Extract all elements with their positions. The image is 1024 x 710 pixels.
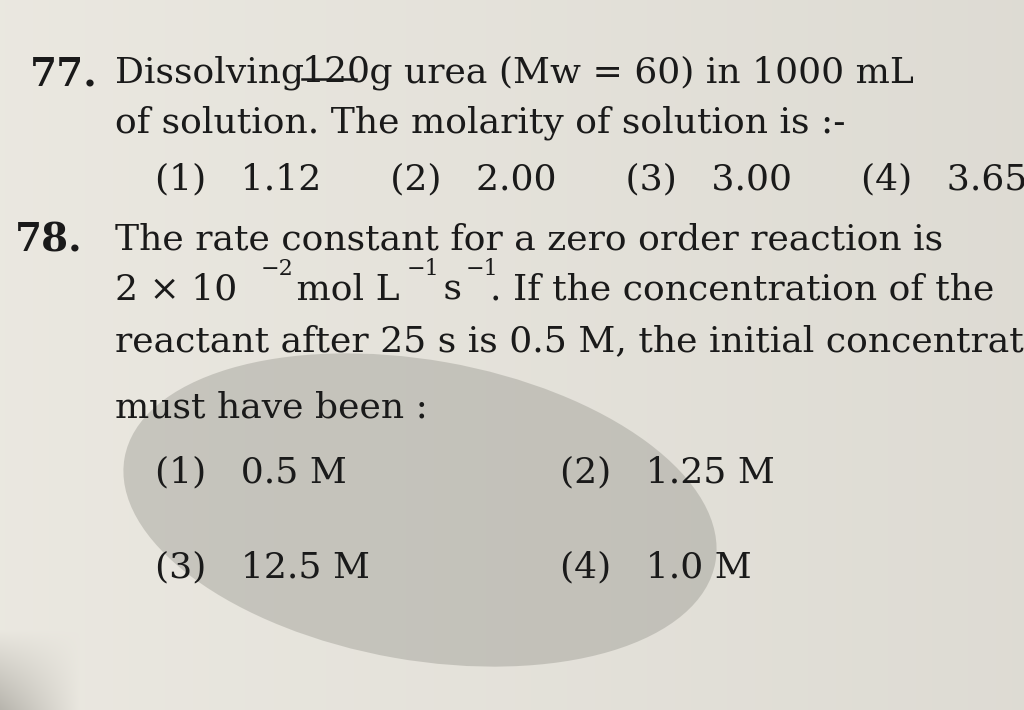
Text: (3)   12.5 M: (3) 12.5 M [155, 550, 370, 584]
Text: 2 × 10: 2 × 10 [115, 272, 238, 306]
Text: must have been :: must have been : [115, 390, 428, 424]
Text: 77.: 77. [30, 55, 97, 93]
Text: Dissolving: Dissolving [115, 55, 315, 89]
Text: s: s [432, 272, 462, 306]
Text: 120: 120 [302, 55, 371, 89]
Text: g urea (Mw = 60) in 1000 mL: g urea (Mw = 60) in 1000 mL [358, 55, 913, 89]
Text: . If the concentration of the: . If the concentration of the [490, 272, 994, 306]
Text: The rate constant for a zero order reaction is: The rate constant for a zero order react… [115, 222, 943, 256]
Text: reactant after 25 s is 0.5 M, the initial concentration: reactant after 25 s is 0.5 M, the initia… [115, 324, 1024, 358]
Ellipse shape [124, 354, 717, 667]
Text: −2: −2 [261, 258, 294, 280]
Text: (2)   1.25 M: (2) 1.25 M [560, 455, 775, 489]
Text: (4)   1.0 M: (4) 1.0 M [560, 550, 752, 584]
Text: −1: −1 [407, 258, 439, 280]
Text: −1: −1 [466, 258, 499, 280]
Text: mol L: mol L [285, 272, 399, 306]
Text: 78.: 78. [15, 222, 83, 260]
Text: (1)   0.5 M: (1) 0.5 M [155, 455, 347, 489]
Text: of solution. The molarity of solution is :-: of solution. The molarity of solution is… [115, 105, 846, 139]
Text: (1)   1.12      (2)   2.00      (3)   3.00      (4)   3.65: (1) 1.12 (2) 2.00 (3) 3.00 (4) 3.65 [155, 162, 1024, 196]
